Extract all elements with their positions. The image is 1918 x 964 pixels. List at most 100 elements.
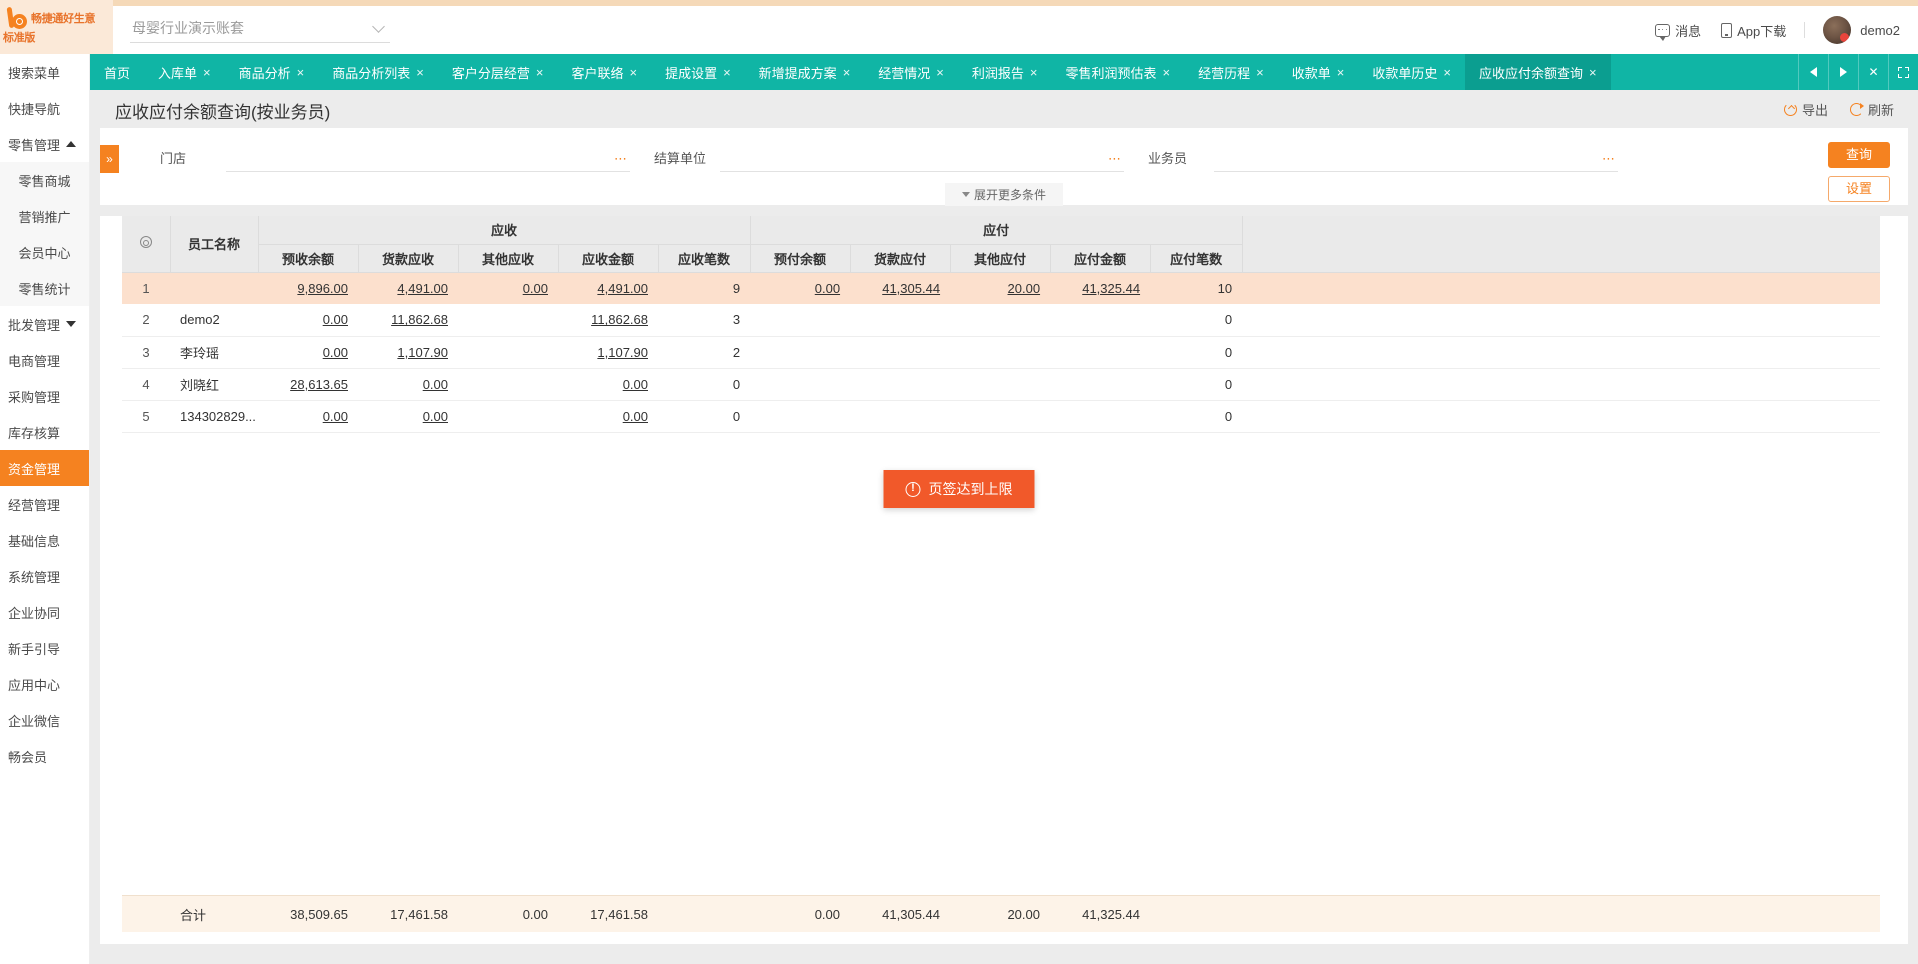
cell-link[interactable]: 0.00 bbox=[622, 408, 648, 424]
close-icon[interactable]: × bbox=[629, 64, 638, 80]
close-icon[interactable]: × bbox=[936, 64, 944, 80]
tab-customer-tiering[interactable]: 客户分层经营 × bbox=[438, 54, 558, 90]
cell-link[interactable]: 0.00 bbox=[322, 312, 348, 328]
table-row[interactable]: 4 刘晓红 28,613.65 0.00 0.00 0 0 bbox=[122, 368, 1880, 401]
table-row[interactable]: 2 demo2 0.00 11,862.68 11,862.68 3 0 bbox=[122, 304, 1880, 337]
cell-link[interactable]: 0.00 bbox=[322, 344, 348, 360]
sidebar-item-system[interactable]: 系统管理 bbox=[0, 558, 89, 594]
cell-receivable-amount[interactable]: 4,491.00 bbox=[558, 272, 658, 304]
sidebar-item-quick-nav[interactable]: 快捷导航 bbox=[0, 90, 89, 126]
cell-link[interactable]: 28,613.65 bbox=[290, 376, 348, 392]
tab-scroll-left-button[interactable] bbox=[1798, 54, 1828, 90]
column-header-payable-count[interactable]: 应付笔数 bbox=[1150, 244, 1243, 273]
cell-link[interactable]: 4,491.00 bbox=[397, 280, 448, 296]
cell-link[interactable]: 9,896.00 bbox=[297, 280, 348, 296]
tab-product-analysis[interactable]: 商品分析 × bbox=[225, 54, 319, 90]
sidebar-item-inventory[interactable]: 库存核算 bbox=[0, 414, 89, 450]
cell-goods-receivable[interactable]: 11,862.68 bbox=[358, 304, 458, 337]
ellipsis-icon[interactable]: ⋯ bbox=[614, 151, 628, 166]
sidebar-item-purchase[interactable]: 采购管理 bbox=[0, 378, 89, 414]
cell-link[interactable]: 1,107.90 bbox=[397, 344, 448, 360]
close-icon[interactable]: × bbox=[203, 64, 211, 80]
tab-retail-profit-estimate[interactable]: 零售利润预估表 × bbox=[1052, 54, 1185, 90]
tab-business-history[interactable]: 经营历程 × bbox=[1184, 54, 1278, 90]
cell-link[interactable]: 0.00 bbox=[622, 376, 648, 392]
cell-prepaid-balance[interactable]: 0.00 bbox=[750, 272, 851, 304]
brand-logo-block[interactable]: 畅捷通好生意 标准版 bbox=[0, 0, 113, 54]
store-input[interactable]: ⋯ bbox=[226, 146, 630, 172]
close-icon[interactable]: × bbox=[1256, 64, 1264, 80]
cell-link[interactable]: 0.00 bbox=[522, 280, 548, 296]
expand-more-conditions-button[interactable]: 展开更多条件 bbox=[945, 183, 1063, 206]
cell-link[interactable]: 0.00 bbox=[814, 280, 841, 296]
settlement-unit-input[interactable]: ⋯ bbox=[720, 146, 1124, 172]
cell-link[interactable]: 4,491.00 bbox=[597, 280, 648, 296]
cell-payable-amount[interactable]: 41,325.44 bbox=[1050, 272, 1151, 304]
close-icon[interactable]: × bbox=[723, 64, 731, 80]
ellipsis-icon[interactable]: ⋯ bbox=[1602, 151, 1616, 166]
column-header-prepaid-balance[interactable]: 预付余额 bbox=[750, 244, 851, 273]
column-header-receivable-amount[interactable]: 应收金额 bbox=[558, 244, 659, 273]
cell-receivable-amount[interactable]: 1,107.90 bbox=[558, 336, 658, 369]
column-header-employee-name[interactable]: 员工名称 bbox=[170, 216, 259, 273]
close-icon[interactable]: × bbox=[1588, 64, 1597, 80]
cell-goods-receivable[interactable]: 0.00 bbox=[358, 368, 458, 401]
sidebar-group-retail[interactable]: 零售管理 bbox=[0, 126, 89, 162]
message-button[interactable]: 消息 bbox=[1655, 21, 1701, 41]
close-icon[interactable]: × bbox=[842, 64, 851, 80]
column-header-goods-receivable[interactable]: 货款应收 bbox=[358, 244, 459, 273]
tab-profit-report[interactable]: 利润报告 × bbox=[958, 54, 1052, 90]
cell-other-receivable[interactable]: 0.00 bbox=[458, 272, 558, 304]
close-icon[interactable]: × bbox=[1162, 64, 1171, 80]
refresh-button[interactable]: 刷新 bbox=[1849, 100, 1894, 119]
close-icon[interactable]: × bbox=[1029, 64, 1038, 80]
tab-receipt-order-history[interactable]: 收款单历史 × bbox=[1358, 54, 1465, 90]
sidebar-item-chang-member[interactable]: 畅会员 bbox=[0, 738, 89, 774]
cell-goods-receivable[interactable]: 4,491.00 bbox=[358, 272, 458, 304]
settings-button[interactable]: 设置 bbox=[1828, 176, 1890, 202]
column-header-goods-payable[interactable]: 货款应付 bbox=[850, 244, 951, 273]
cell-link[interactable]: 1,107.90 bbox=[597, 344, 648, 360]
cell-link[interactable]: 0.00 bbox=[322, 408, 348, 424]
query-button[interactable]: 查询 bbox=[1828, 142, 1890, 168]
cell-receivable-amount[interactable]: 0.00 bbox=[558, 368, 658, 401]
sidebar-item-beginner-guide[interactable]: 新手引导 bbox=[0, 630, 89, 666]
cell-receivable-amount[interactable]: 11,862.68 bbox=[558, 304, 658, 337]
ellipsis-icon[interactable]: ⋯ bbox=[1108, 151, 1122, 166]
sidebar-item-wecom[interactable]: 企业微信 bbox=[0, 702, 89, 738]
tab-ar-ap-balance-query[interactable]: 应收应付余额查询 × bbox=[1464, 54, 1611, 90]
close-icon[interactable]: × bbox=[296, 64, 305, 80]
tab-business-status[interactable]: 经营情况 × bbox=[864, 54, 958, 90]
cell-prepaid-receipt-balance[interactable]: 9,896.00 bbox=[258, 272, 358, 304]
cell-link[interactable]: 11,862.68 bbox=[391, 312, 448, 328]
table-row[interactable]: 1 9,896.00 4,491.00 0.00 4,491.00 9 0.00… bbox=[122, 272, 1880, 304]
column-header-other-payable[interactable]: 其他应付 bbox=[950, 244, 1051, 273]
tab-receipt-order[interactable]: 收款单 × bbox=[1278, 54, 1359, 90]
cell-goods-payable[interactable]: 41,305.44 bbox=[850, 272, 951, 304]
close-icon[interactable]: × bbox=[416, 64, 424, 80]
tab-fullscreen-button[interactable] bbox=[1888, 54, 1918, 90]
column-header-payable-amount[interactable]: 应付金额 bbox=[1050, 244, 1151, 273]
column-settings-button[interactable] bbox=[122, 216, 171, 273]
tab-close-all-button[interactable]: ✕ bbox=[1858, 54, 1888, 90]
table-row[interactable]: 5 134302829... 0.00 0.00 0.00 0 0 bbox=[122, 400, 1880, 433]
cell-prepaid-receipt-balance[interactable]: 0.00 bbox=[258, 400, 358, 433]
cell-link[interactable]: 20.00 bbox=[1007, 280, 1041, 296]
tab-inbound-order[interactable]: 入库单 × bbox=[144, 54, 225, 90]
sidebar-item-retail-stats[interactable]: 零售统计 bbox=[0, 270, 89, 306]
sidebar-item-member-center[interactable]: 会员中心 bbox=[0, 234, 89, 270]
sidebar-item-retail-mall[interactable]: 零售商城 bbox=[0, 162, 89, 198]
column-header-prepaid-receipt-balance[interactable]: 预收余额 bbox=[258, 244, 359, 273]
cell-goods-receivable[interactable]: 0.00 bbox=[358, 400, 458, 433]
cell-receivable-amount[interactable]: 0.00 bbox=[558, 400, 658, 433]
cell-link[interactable]: 41,325.44 bbox=[1082, 280, 1141, 296]
tab-product-analysis-list[interactable]: 商品分析列表 × bbox=[318, 54, 438, 90]
app-download-button[interactable]: App下载 bbox=[1721, 21, 1786, 40]
sidebar-item-operations[interactable]: 经营管理 bbox=[0, 486, 89, 522]
cell-link[interactable]: 11,862.68 bbox=[591, 312, 648, 328]
cell-link[interactable]: 41,305.44 bbox=[882, 280, 941, 296]
close-icon[interactable]: × bbox=[535, 64, 544, 80]
filter-collapse-handle[interactable]: » bbox=[100, 145, 119, 173]
export-button[interactable]: 导出 bbox=[1783, 100, 1828, 119]
cell-goods-receivable[interactable]: 1,107.90 bbox=[358, 336, 458, 369]
